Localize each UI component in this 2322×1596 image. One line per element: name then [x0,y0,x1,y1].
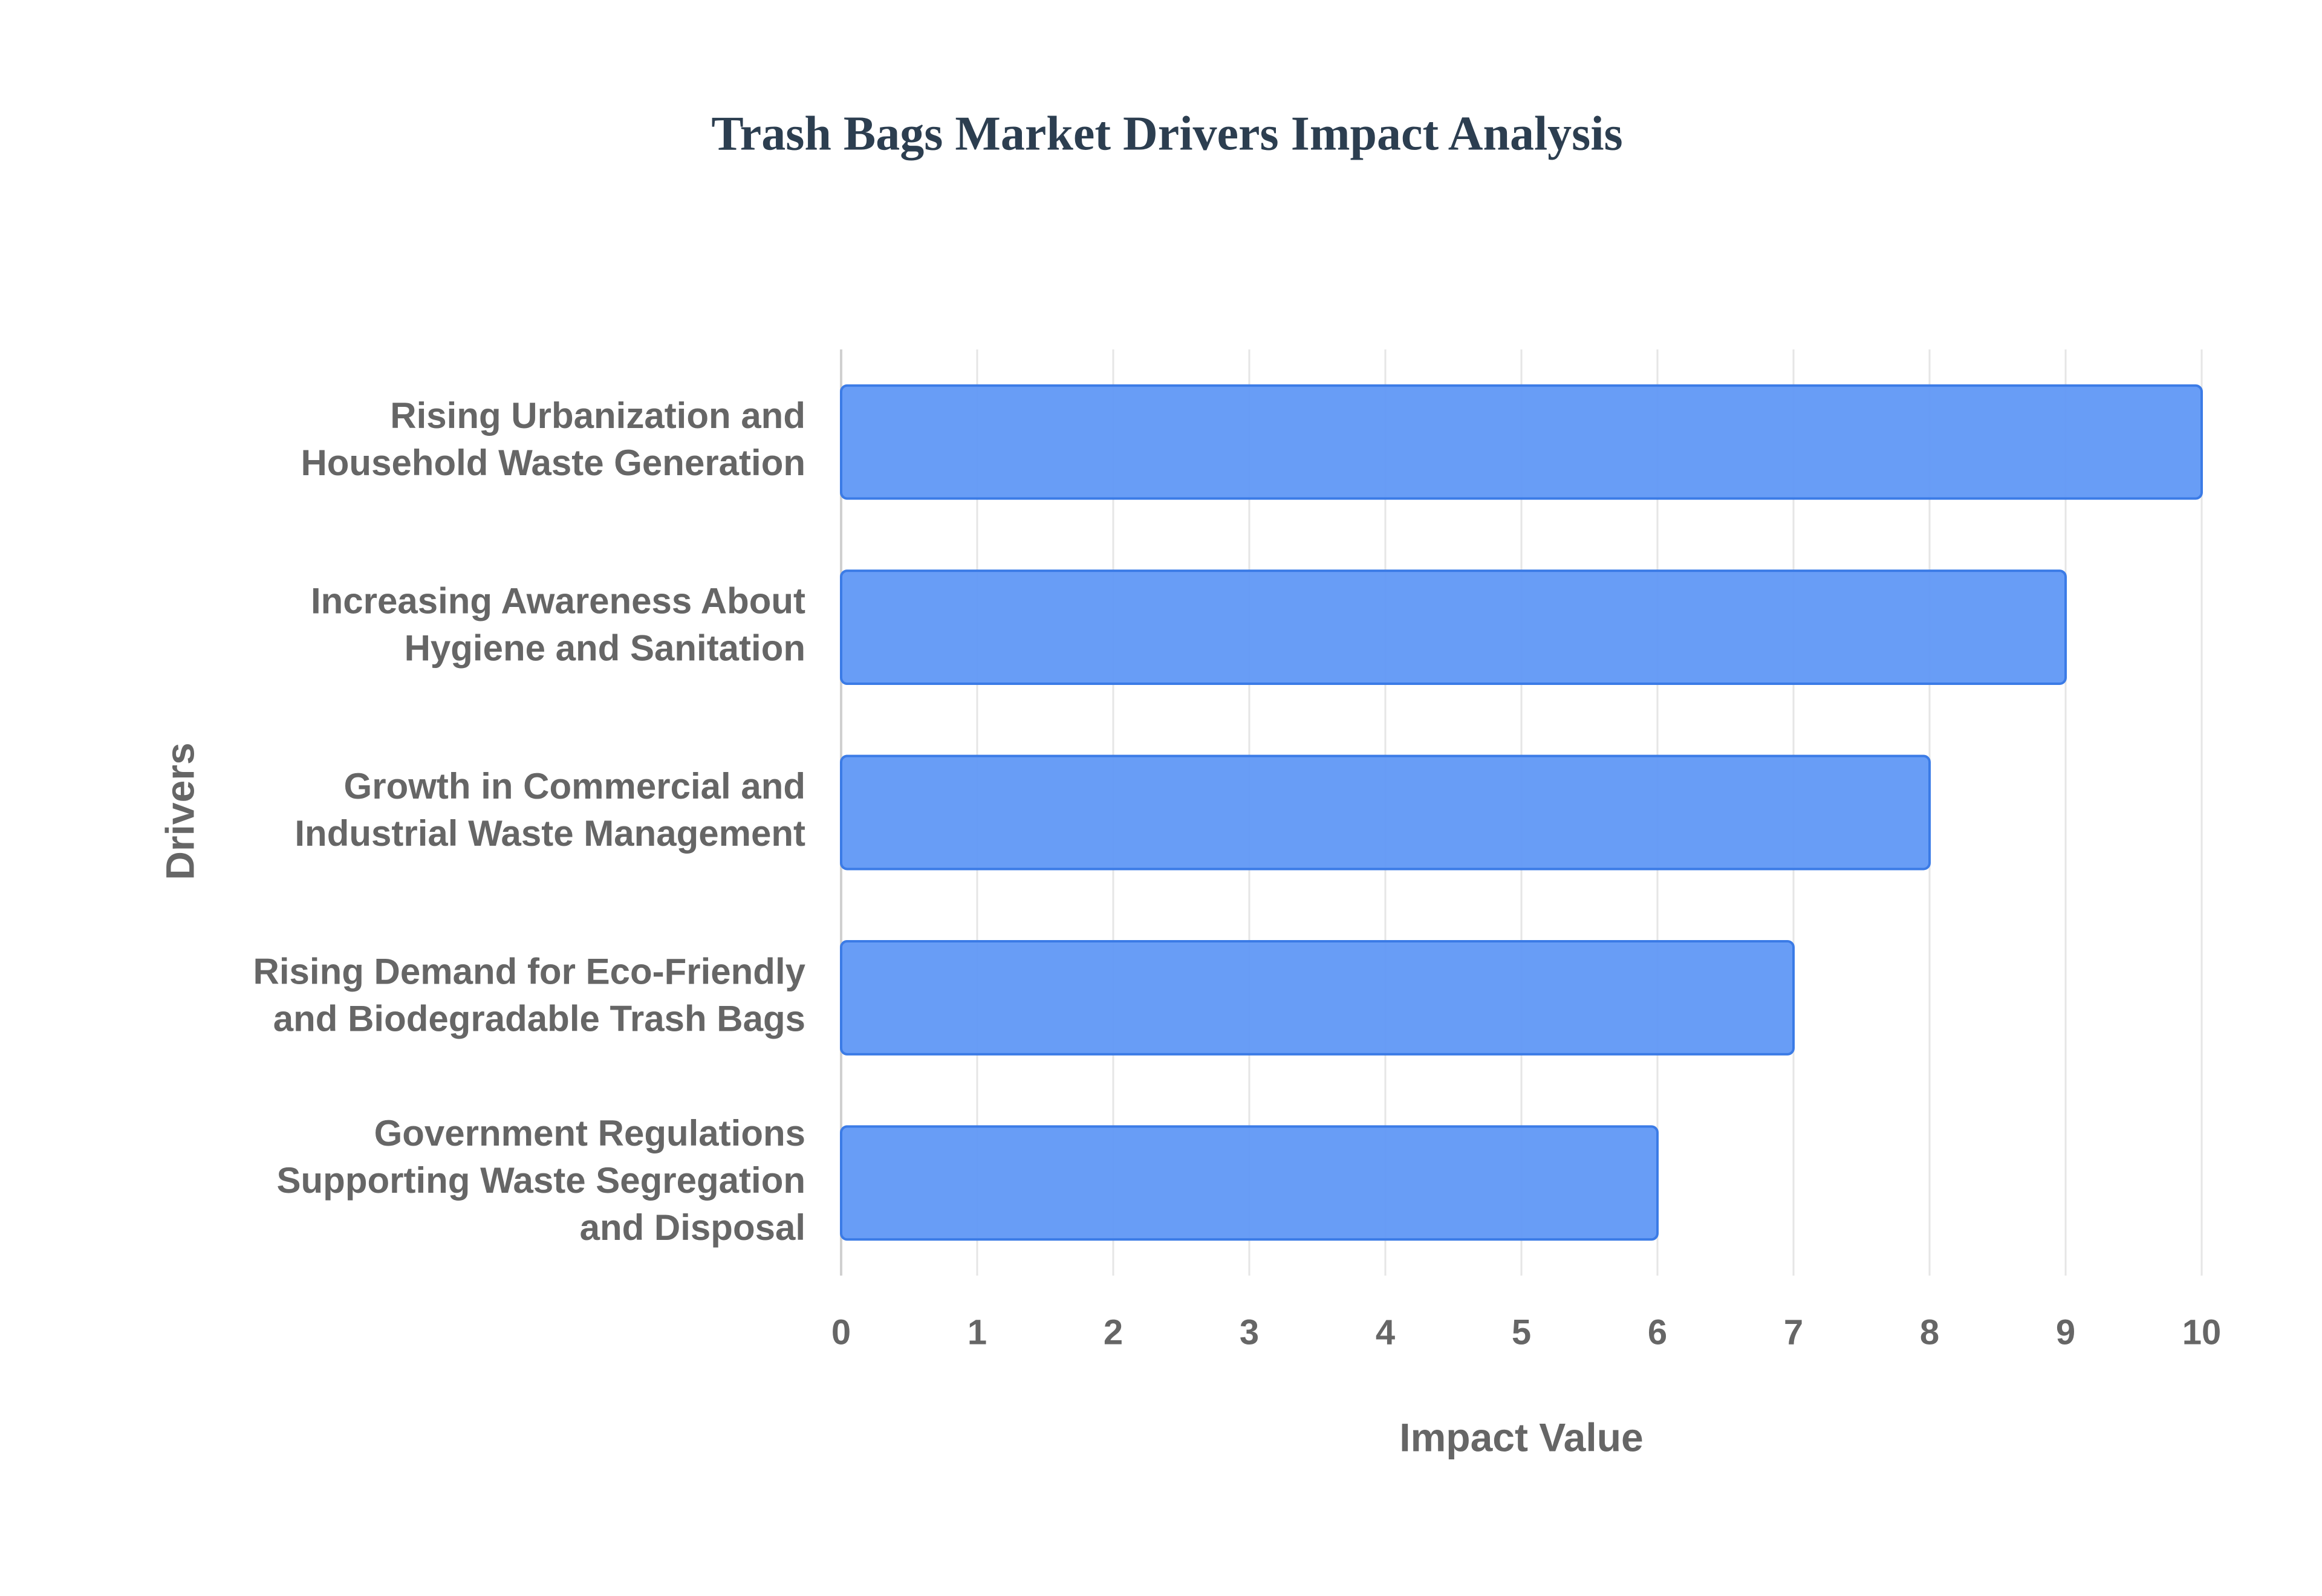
x-tick-label: 4 [1376,1312,1395,1352]
label-line: Growth in Commercial and [344,766,805,806]
label-line: Supporting Waste Segregation [277,1160,805,1201]
y-tick-label: Growth in Commercial and Industrial Waste… [294,766,805,854]
label-line: Hygiene and Sanitation [405,628,805,668]
x-tick-label: 0 [831,1312,851,1352]
label-line: and Biodegradable Trash Bags [273,998,805,1039]
x-tick-label: 6 [1648,1312,1667,1352]
chart-title: Trash Bags Market Drivers Impact Analysi… [711,107,1622,160]
y-tick-label: Increasing Awareness About Hygiene and Sa… [311,580,805,668]
bar [840,939,1795,1056]
x-tick-label: 8 [1920,1312,1939,1352]
label-line: Industrial Waste Management [294,813,805,854]
bar [840,754,1931,871]
label-line: Rising Urbanization and [390,395,805,436]
y-axis-title: Drivers [157,742,202,880]
x-tick-label: 5 [1512,1312,1531,1352]
x-tick-label: 3 [1240,1312,1259,1352]
bar [840,384,2203,500]
x-tick-label: 2 [1104,1312,1123,1352]
x-tick-label: 1 [968,1312,987,1352]
label-line: Government Regulations [374,1113,805,1153]
x-tick-label: 10 [2182,1312,2222,1352]
y-tick-label: Government Regulations Supporting Waste S… [277,1113,805,1248]
x-tick-label: 7 [1784,1312,1803,1352]
bar [840,1125,1659,1241]
label-line: Rising Demand for Eco-Friendly [253,951,806,991]
x-tick-label: 9 [2056,1312,2075,1352]
label-line: Household Waste Generation [301,443,805,483]
bar [840,569,2067,686]
x-axis-title: Impact Value [1399,1415,1644,1459]
y-tick-label: Rising Urbanization and Household Waste G… [301,395,805,483]
label-line: and Disposal [580,1207,805,1248]
label-line: Increasing Awareness About [311,580,805,621]
y-tick-label: Rising Demand for Eco-Friendly and Biodeg… [253,951,806,1039]
